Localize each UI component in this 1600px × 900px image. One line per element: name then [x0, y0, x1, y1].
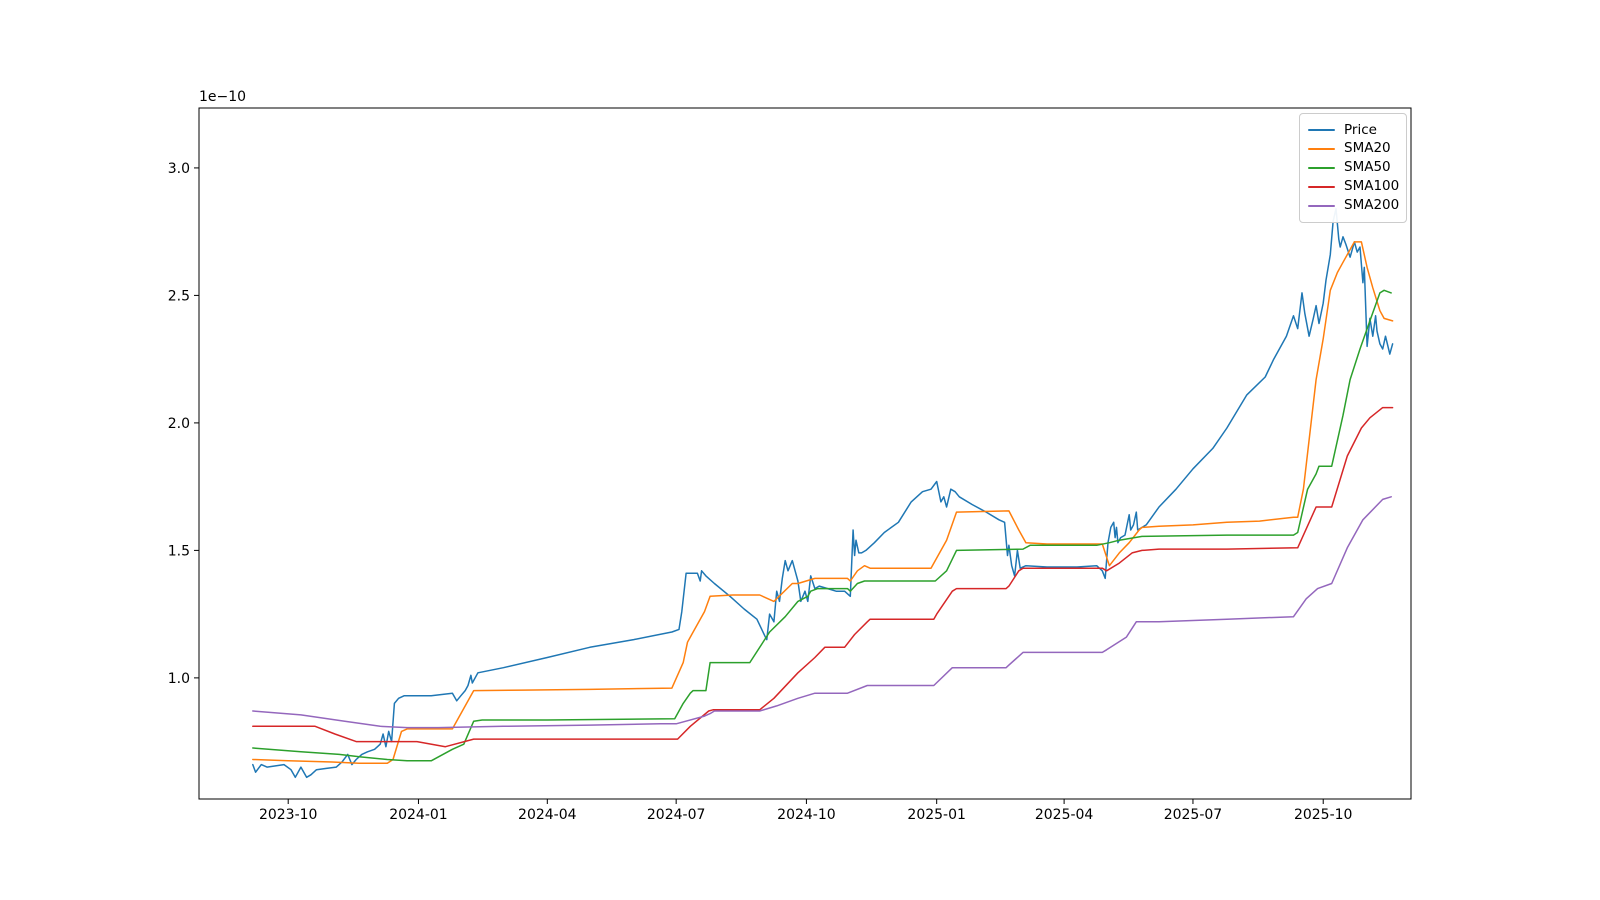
series-line-sma50 — [252, 289, 1392, 762]
legend-item-sma50: SMA50 — [1308, 161, 1398, 175]
x-tick-label: 2025-01 — [907, 807, 966, 823]
y-tick-label: 3.0 — [168, 161, 190, 177]
legend-label: Price — [1344, 121, 1377, 138]
y-tick-label: 1.5 — [168, 543, 190, 559]
x-tick-label: 2024-10 — [777, 807, 836, 823]
x-tick-label: 2025-10 — [1294, 807, 1353, 823]
legend-label: SMA50 — [1344, 159, 1391, 176]
series-line-sma20 — [252, 241, 1394, 765]
legend-line-icon — [1308, 185, 1335, 188]
x-tick-label: 2024-04 — [518, 807, 577, 823]
legend-line-icon — [1308, 148, 1335, 151]
legend-label: SMA100 — [1344, 178, 1400, 195]
plot-border — [198, 107, 1412, 800]
x-tick-label: 2023-10 — [259, 807, 318, 823]
legend-item-price: Price — [1308, 121, 1398, 138]
series-line-price — [252, 207, 1394, 779]
legend-line-icon — [1308, 204, 1335, 207]
chart-legend: Price SMA20 SMA50 SMA100 SMA200 — [1299, 113, 1407, 223]
legend-line-icon — [1308, 166, 1335, 169]
legend-item-sma200: SMA200 — [1308, 196, 1400, 213]
legend-item-sma100: SMA100 — [1308, 178, 1400, 195]
legend-item-sma20: SMA20 — [1308, 142, 1398, 156]
x-tick-label: 2024-01 — [389, 807, 448, 823]
legend-label: SMA200 — [1344, 196, 1400, 213]
y-axis-offset-label: 1e−10 — [199, 89, 246, 105]
y-tick-label: 1.0 — [168, 671, 190, 687]
x-tick-label: 2025-07 — [1164, 807, 1223, 823]
x-tick-label: 2025-04 — [1035, 807, 1094, 823]
y-tick-label: 2.0 — [168, 416, 190, 432]
series-line-sma100 — [252, 406, 1394, 748]
series-line-sma200 — [252, 496, 1392, 729]
y-tick-label: 2.5 — [168, 288, 190, 304]
x-tick-label: 2024-07 — [647, 807, 706, 823]
legend-label: SMA20 — [1344, 140, 1391, 157]
legend-line-icon — [1308, 129, 1335, 132]
